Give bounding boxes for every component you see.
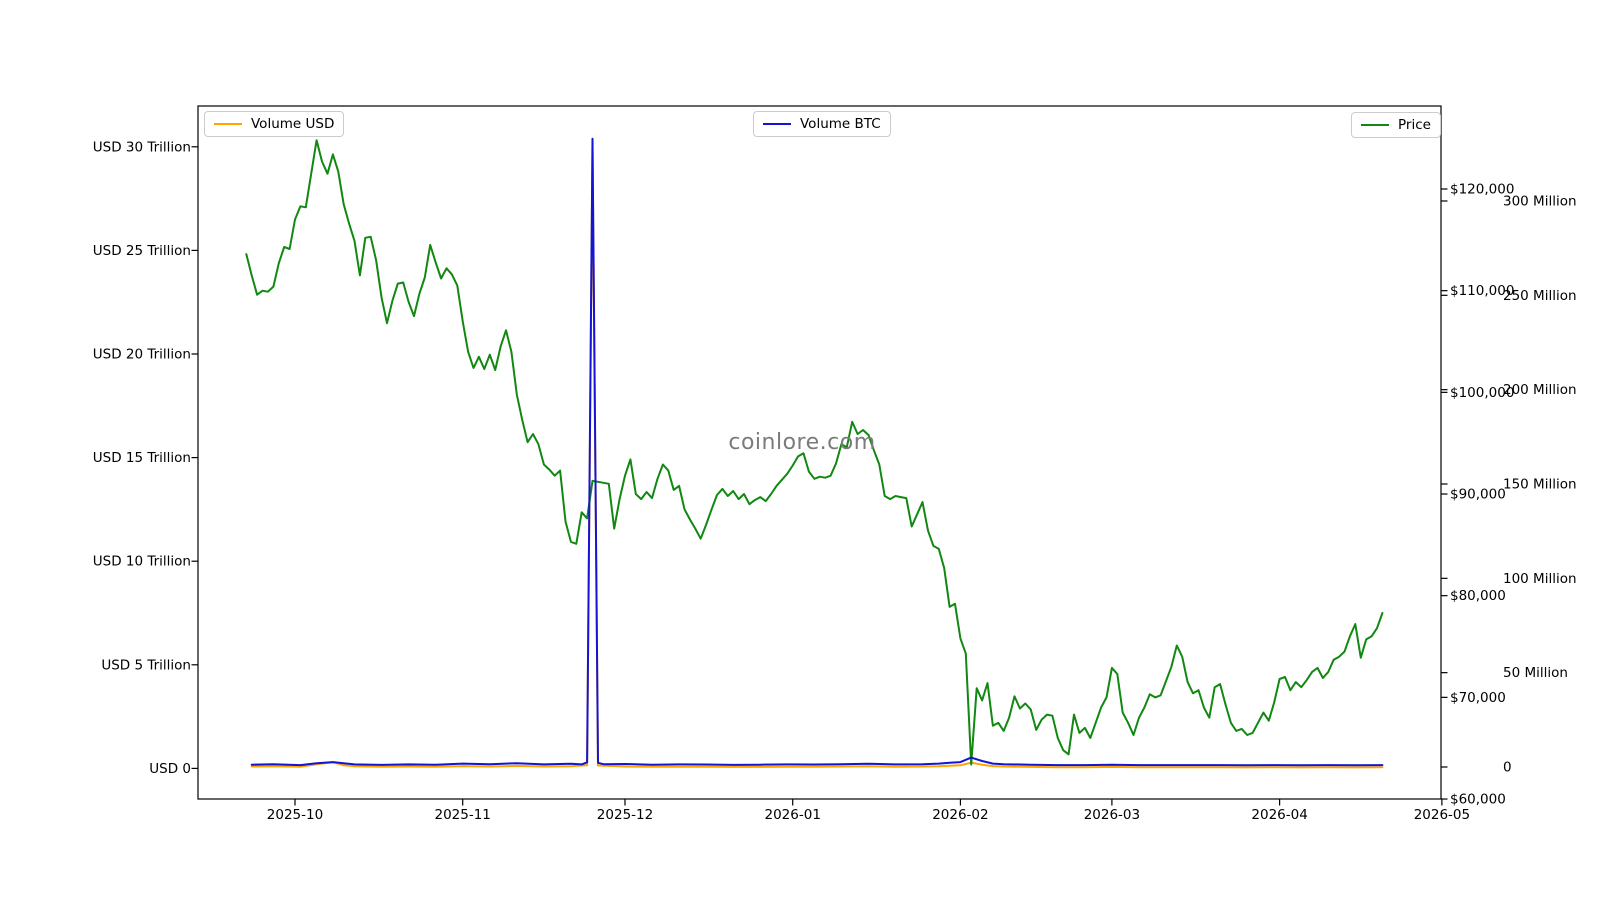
x-tick-label: 2026-01 [765, 807, 821, 823]
series-line-volume-btc [250, 137, 1384, 767]
volume-btc-line-swatch [763, 123, 791, 125]
volume-usd-line-swatch [214, 123, 242, 125]
price-axis-tick-label: $100,000 [1450, 385, 1514, 401]
left-axis-tick-label: USD 30 Trillion [93, 139, 191, 155]
watermark: coinlore.com [728, 430, 876, 455]
x-tick-label: 2025-11 [434, 807, 490, 823]
legend-volume-usd: Volume USD [204, 111, 345, 137]
legend-price: Price [1351, 112, 1441, 138]
x-tick-label: 2026-04 [1251, 807, 1307, 823]
price-axis-tick-label: $110,000 [1450, 283, 1514, 299]
legend-price-label: Price [1398, 117, 1431, 133]
price-line-swatch [1361, 124, 1389, 126]
million-axis-tick-label: 150 Million [1503, 476, 1577, 492]
left-axis-tick-label: USD 15 Trillion [93, 450, 191, 466]
legend-volume-btc-label: Volume BTC [800, 116, 881, 132]
x-tick-label: 2025-10 [267, 807, 323, 823]
x-tick-label: 2026-03 [1084, 807, 1140, 823]
price-axis-tick-label: $90,000 [1450, 487, 1506, 503]
left-axis-tick-label: USD 5 Trillion [101, 657, 191, 673]
series-line-price [245, 139, 1384, 766]
million-axis-tick-label: 0 [1503, 760, 1512, 776]
price-axis-tick-label: $120,000 [1450, 182, 1514, 198]
million-axis-tick-label: 200 Million [1503, 382, 1577, 398]
plot-border [197, 105, 1442, 800]
left-axis-tick-label: USD 20 Trillion [93, 347, 191, 363]
million-axis-tick-label: 100 Million [1503, 571, 1577, 587]
left-axis-tick-label: USD 0 [149, 761, 191, 777]
price-axis-tick-label: $80,000 [1450, 588, 1506, 604]
left-axis-tick-label: USD 25 Trillion [93, 243, 191, 259]
x-tick-label: 2026-02 [932, 807, 988, 823]
x-tick-label: 2025-12 [597, 807, 653, 823]
million-axis-tick-label: 250 Million [1503, 288, 1577, 304]
price-axis-tick-label: $60,000 [1450, 792, 1506, 808]
series-line-volume-usd [250, 145, 1384, 769]
left-axis-tick-label: USD 10 Trillion [93, 554, 191, 570]
x-tick-label: 2026-05 [1414, 807, 1470, 823]
million-axis-tick-label: 300 Million [1503, 193, 1577, 209]
price-axis-tick-label: $70,000 [1450, 690, 1506, 706]
legend-volume-btc: Volume BTC [753, 111, 891, 137]
million-axis-tick-label: 50 Million [1503, 665, 1568, 681]
legend-volume-usd-label: Volume USD [251, 116, 335, 132]
